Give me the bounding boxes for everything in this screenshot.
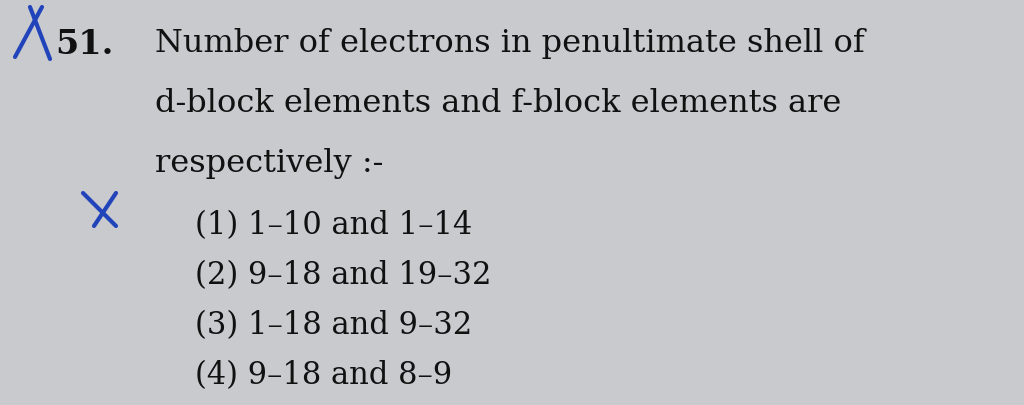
Text: (2) 9–18 and 19–32: (2) 9–18 and 19–32	[195, 259, 492, 290]
Text: d-block elements and f-block elements are: d-block elements and f-block elements ar…	[155, 88, 842, 119]
Text: (4) 9–18 and 8–9: (4) 9–18 and 8–9	[195, 359, 453, 390]
Text: (3) 1–18 and 9–32: (3) 1–18 and 9–32	[195, 309, 472, 340]
Text: Number of electrons in penultimate shell of: Number of electrons in penultimate shell…	[155, 28, 864, 59]
Text: 51.: 51.	[55, 28, 114, 61]
Text: (1) 1–10 and 1–14: (1) 1–10 and 1–14	[195, 209, 472, 241]
Text: respectively :-: respectively :-	[155, 148, 383, 179]
